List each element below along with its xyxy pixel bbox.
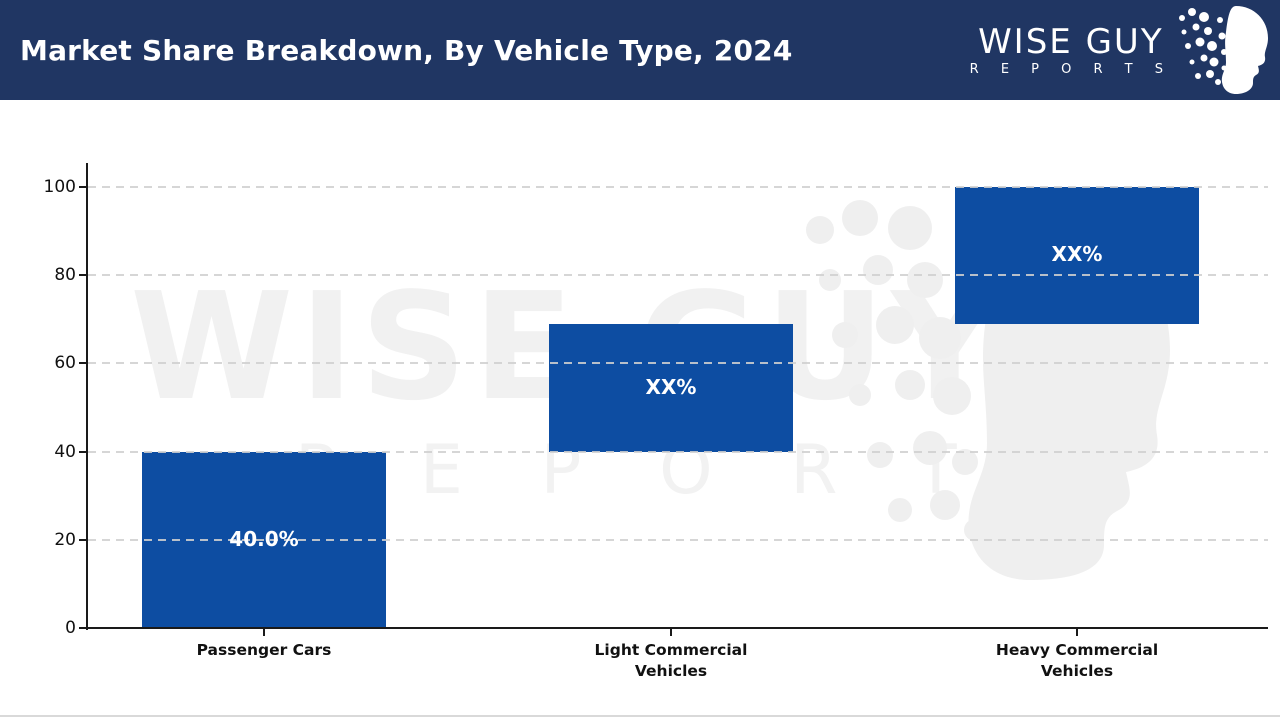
y-axis-tick-label: 0 — [65, 618, 76, 638]
wiseguy-logo: WISE GUY R E P O R T S — [970, 0, 1270, 100]
x-axis-category-label: Passenger Cars — [196, 641, 332, 659]
bar-value-label: XX% — [645, 374, 697, 399]
logo-wordmark: WISE GUY — [978, 21, 1164, 62]
gridline-100 — [88, 186, 1268, 188]
y-axis-tick-mark — [79, 627, 87, 629]
wiseguy-logo-text: WISE GUY R E P O R T S — [970, 24, 1172, 77]
x-axis-category-label: Heavy Commercial Vehicles — [995, 641, 1159, 680]
x-axis-line — [85, 627, 1268, 629]
y-axis-tick-label: 80 — [54, 265, 76, 286]
chart-title: Market Share Breakdown, By Vehicle Type,… — [20, 33, 793, 67]
x-axis-tick-mark — [263, 629, 265, 636]
x-axis-tick-mark — [1076, 629, 1078, 636]
y-axis-line — [86, 163, 88, 630]
gridline-40 — [88, 450, 1268, 453]
gridline-20 — [88, 538, 1268, 541]
y-axis-tick-label: 60 — [54, 353, 76, 374]
wiseguy-face-icon — [1179, 6, 1268, 94]
y-axis-tick-mark — [79, 186, 87, 188]
y-axis-tick-mark — [79, 450, 87, 453]
x-axis-tick-mark — [670, 629, 672, 636]
y-axis-tick-mark — [79, 274, 87, 277]
y-axis-tick-label: 40 — [54, 441, 76, 462]
bar-value-label: XX% — [1051, 242, 1103, 267]
y-axis-tick-label: 100 — [43, 177, 76, 197]
bar-light-commercial-vehicles — [549, 323, 793, 452]
bottom-border — [0, 715, 1280, 717]
y-axis-tick-label: 20 — [54, 529, 76, 550]
header-bar: Market Share Breakdown, By Vehicle Type,… — [0, 0, 1280, 100]
y-axis-tick-mark — [79, 362, 87, 365]
y-axis-tick-mark — [79, 538, 87, 541]
gridline-80 — [88, 274, 1268, 277]
logo-subtitle: R E P O R T S — [969, 61, 1172, 77]
bar-value-label: 40.0% — [229, 526, 299, 551]
x-axis-category-label: Light Commercial Vehicles — [594, 641, 748, 680]
gridline-60 — [88, 362, 1268, 365]
